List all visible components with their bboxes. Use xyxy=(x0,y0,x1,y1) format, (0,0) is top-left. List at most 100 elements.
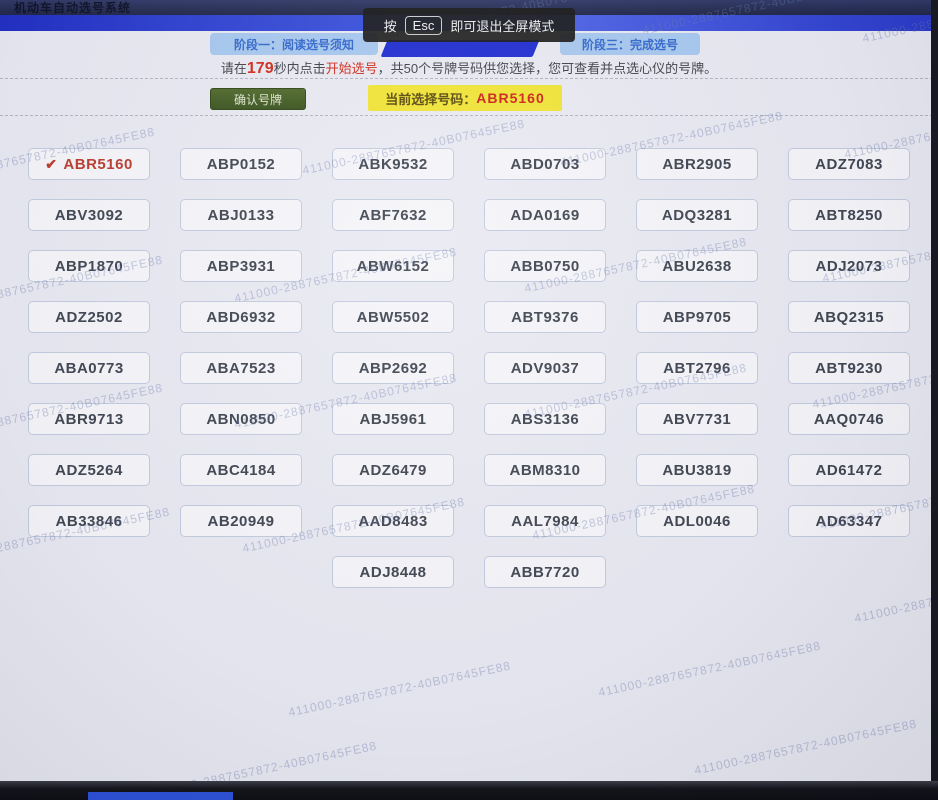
plate-number: ABP0152 xyxy=(206,155,276,173)
countdown-seconds: 179 xyxy=(246,60,274,77)
plate-number: ABP2692 xyxy=(358,359,428,377)
plate-button[interactable]: ABJ5961 xyxy=(332,403,454,435)
instruction-part1: 请在 xyxy=(220,61,247,76)
plate-button[interactable]: AD61472 xyxy=(788,454,910,486)
current-selection-label: 当前选择号码： xyxy=(385,91,477,107)
plate-button[interactable]: ADZ7083 xyxy=(788,148,910,180)
plate-number: ABW5502 xyxy=(356,308,430,326)
plate-button[interactable]: ABV7731 xyxy=(636,403,758,435)
toast-suffix-text: 即可退出全屏模式 xyxy=(450,18,555,34)
plate-button[interactable]: ABD6932 xyxy=(180,301,302,333)
plate-button[interactable]: ABP2692 xyxy=(332,352,454,384)
tab-stage1: 阶段一：阅读选号须知 xyxy=(210,33,378,55)
plate-number: ADZ5264 xyxy=(55,461,123,479)
plate-number: ABR9713 xyxy=(54,410,124,428)
plate-number: ABF7632 xyxy=(359,206,427,224)
plate-button[interactable]: ADZ6479 xyxy=(332,454,454,486)
plate-number: ADV9037 xyxy=(510,359,580,377)
plate-number: AAD8483 xyxy=(358,512,428,530)
watermark-text: 411000-2887657872-40B07645FE88 xyxy=(287,658,513,720)
current-selection-badge: 当前选择号码： ABR5160 xyxy=(368,85,562,111)
plate-button[interactable]: ABB7720 xyxy=(484,556,606,588)
plate-button[interactable]: ABP0152 xyxy=(180,148,302,180)
plate-button[interactable]: ABA0773 xyxy=(28,352,150,384)
title-bar: 机动车自动选号系统 xyxy=(0,0,938,15)
plate-number: ABP1870 xyxy=(54,257,124,275)
plate-button[interactable]: ABT8250 xyxy=(788,199,910,231)
plate-button[interactable]: ABJ0133 xyxy=(180,199,302,231)
plate-button[interactable]: ADV9037 xyxy=(484,352,606,384)
plate-number: ABC4184 xyxy=(206,461,276,479)
plate-button[interactable]: AAL7984 xyxy=(484,505,606,537)
current-selection-value: ABR5160 xyxy=(476,90,545,106)
plate-button[interactable]: ABP1870 xyxy=(28,250,150,282)
plate-button[interactable]: AB20949 xyxy=(180,505,302,537)
plate-number: ADJ8448 xyxy=(359,563,427,581)
plate-button[interactable]: ABQ2315 xyxy=(788,301,910,333)
plate-button[interactable]: ADL0046 xyxy=(636,505,758,537)
plate-button[interactable]: ABP3931 xyxy=(180,250,302,282)
plate-button[interactable]: ABN0850 xyxy=(180,403,302,435)
plate-button[interactable]: ABK9532 xyxy=(332,148,454,180)
plate-number: ABM8310 xyxy=(509,461,581,479)
start-selection-link[interactable]: 开始选号 xyxy=(325,61,378,76)
divider-bottom xyxy=(0,115,938,116)
plate-button[interactable]: ABB0750 xyxy=(484,250,606,282)
plate-number: AB33846 xyxy=(55,512,123,530)
plate-button[interactable]: ADQ3281 xyxy=(636,199,758,231)
monitor-bezel-bottom xyxy=(0,781,938,800)
plate-number: ABA7523 xyxy=(206,359,276,377)
confirm-plate-button[interactable]: 确认号牌 xyxy=(210,88,306,110)
plate-number: ABV7731 xyxy=(662,410,732,428)
plate-button[interactable]: ABM8310 xyxy=(484,454,606,486)
plate-grid: ✔ ABR5160 ABP0152 ABK9532 ABD0703 ABR2905 ADZ7… xyxy=(28,148,910,588)
plate-button[interactable]: ABT9230 xyxy=(788,352,910,384)
plate-number: ABR2905 xyxy=(662,155,732,173)
plate-number: ABV3092 xyxy=(54,206,124,224)
plate-button[interactable]: ABT9376 xyxy=(484,301,606,333)
plate-button[interactable]: ABA7523 xyxy=(180,352,302,384)
plate-button[interactable]: ABF7632 xyxy=(332,199,454,231)
plate-number: AD61472 xyxy=(815,461,883,479)
plate-button[interactable]: ABC4184 xyxy=(180,454,302,486)
plate-button[interactable]: AAD8483 xyxy=(332,505,454,537)
plate-button[interactable]: ADA0169 xyxy=(484,199,606,231)
plate-button[interactable]: ADJ8448 xyxy=(332,556,454,588)
plate-button[interactable]: ✔ ABR5160 xyxy=(28,148,150,180)
plate-button[interactable]: ABU3819 xyxy=(636,454,758,486)
plate-button[interactable]: ABP9705 xyxy=(636,301,758,333)
plate-number: ABD6932 xyxy=(206,308,276,326)
plate-number: AB20949 xyxy=(207,512,275,530)
plate-button[interactable]: ABD0703 xyxy=(484,148,606,180)
plate-button[interactable]: AB33846 xyxy=(28,505,150,537)
plate-button[interactable]: ABT2796 xyxy=(636,352,758,384)
plate-number: ABR5160 xyxy=(63,155,133,173)
plate-number: ABP3931 xyxy=(206,257,276,275)
watermark-text: 411000-2887657872-40B07645FE88 xyxy=(597,638,823,700)
plate-button[interactable]: ABS3136 xyxy=(484,403,606,435)
plate-button[interactable]: ABR2905 xyxy=(636,148,758,180)
plate-button[interactable]: AD63347 xyxy=(788,505,910,537)
plate-number: ABW6152 xyxy=(356,257,430,275)
plate-button[interactable]: ABU2638 xyxy=(636,250,758,282)
plate-button[interactable]: ABV3092 xyxy=(28,199,150,231)
esc-key-icon: Esc xyxy=(404,15,443,35)
instruction-part3: ，共50个号牌号码供您选择，您可查看并点选心仪的号牌。 xyxy=(377,61,718,76)
plate-number: ABJ0133 xyxy=(207,206,275,224)
plate-number: ABJ5961 xyxy=(359,410,427,428)
instruction-text: 请在179秒内点击开始选号，共50个号牌号码供您选择，您可查看并点选心仪的号牌。 xyxy=(0,58,938,78)
plate-button[interactable]: ADZ2502 xyxy=(28,301,150,333)
plate-number: ABA0773 xyxy=(54,359,124,377)
plate-number: AAL7984 xyxy=(511,512,579,530)
plate-number: ABT8250 xyxy=(815,206,883,224)
plate-button[interactable]: ADJ2073 xyxy=(788,250,910,282)
plate-button[interactable]: AAQ0746 xyxy=(788,403,910,435)
plate-number: ABT9376 xyxy=(511,308,579,326)
plate-number: ABP9705 xyxy=(662,308,732,326)
plate-button[interactable]: ADZ5264 xyxy=(28,454,150,486)
plate-button[interactable]: ABW5502 xyxy=(332,301,454,333)
stage-tabs: 阶段一：阅读选号须知 阶段三：完成选号 xyxy=(0,33,938,59)
plate-button[interactable]: ABR9713 xyxy=(28,403,150,435)
divider-top xyxy=(0,78,938,79)
plate-button[interactable]: ABW6152 xyxy=(332,250,454,282)
